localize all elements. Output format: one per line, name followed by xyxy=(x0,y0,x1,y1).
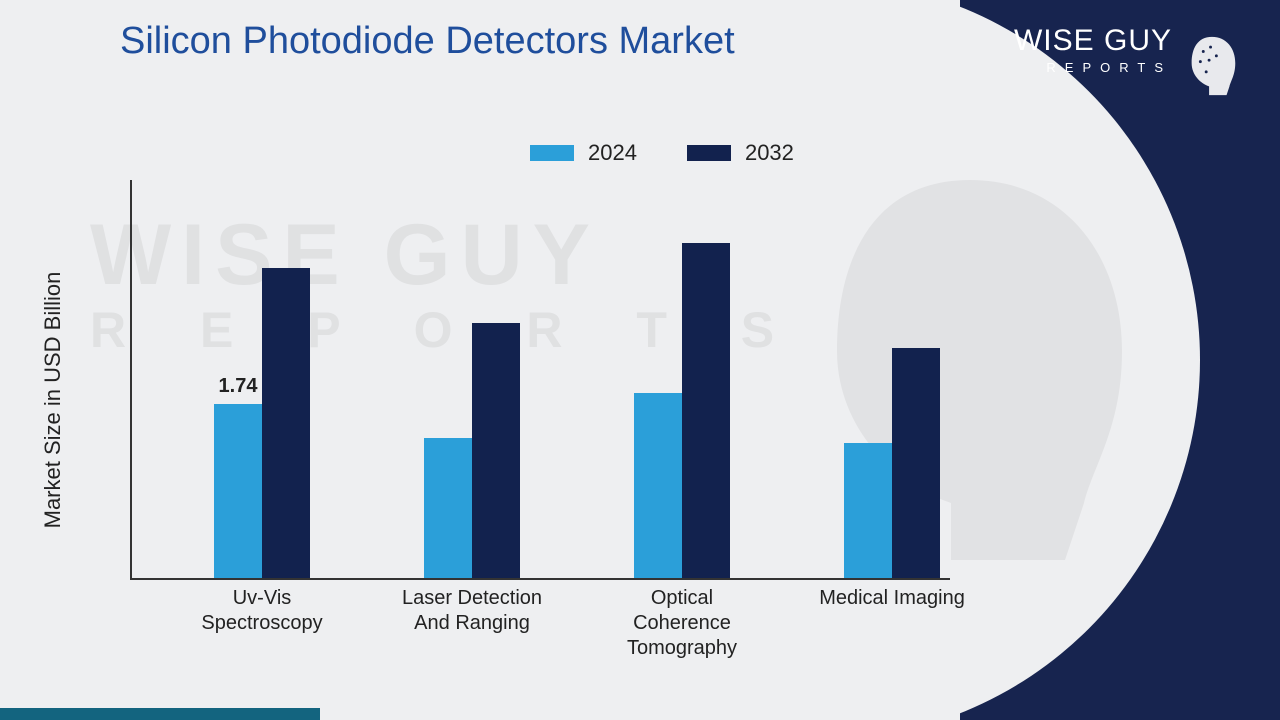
bar-group: Laser Detection And Ranging xyxy=(402,323,542,578)
y-axis-label: Market Size in USD Billion xyxy=(40,272,66,529)
legend-swatch-2024 xyxy=(530,145,574,161)
brand-line2: REPORTS xyxy=(1014,60,1172,75)
legend-label-2032: 2032 xyxy=(745,140,794,166)
plot-area: Uv-Vis Spectroscopy1.74 Laser Detection A… xyxy=(130,180,950,580)
legend-item-2032: 2032 xyxy=(687,140,794,166)
brand-line1: WISE GUY xyxy=(1014,24,1172,58)
bar-2032 xyxy=(682,243,730,578)
category-label: Medical Imaging xyxy=(812,586,972,611)
bar-2024 xyxy=(634,393,682,578)
chart-canvas: WISE GUY REPORTS Silicon Photodiode Dete… xyxy=(0,0,1280,720)
legend: 2024 2032 xyxy=(530,140,794,166)
bar-group: Medical Imaging xyxy=(822,348,962,578)
category-label: Laser Detection And Ranging xyxy=(392,586,552,636)
bar-2032 xyxy=(472,323,520,578)
category-label: Optical Coherence Tomography xyxy=(602,586,762,661)
category-label: Uv-Vis Spectroscopy xyxy=(182,586,342,636)
brand-panel xyxy=(960,0,1280,720)
bar-value-label: 1.74 xyxy=(219,375,258,398)
bar-2032 xyxy=(892,348,940,578)
chart-area: Market Size in USD Billion 2024 2032 Uv-… xyxy=(70,150,970,650)
legend-label-2024: 2024 xyxy=(588,140,637,166)
bar-group: Uv-Vis Spectroscopy xyxy=(192,268,332,578)
bottom-accent-bar xyxy=(0,708,320,720)
chart-title: Silicon Photodiode Detectors Market xyxy=(120,20,735,63)
bar-group: Optical Coherence Tomography xyxy=(612,243,752,578)
bar-2032 xyxy=(262,268,310,578)
legend-item-2024: 2024 xyxy=(530,140,637,166)
bar-2024 xyxy=(214,404,262,578)
legend-swatch-2032 xyxy=(687,145,731,161)
brand-logo: WISE GUY REPORTS xyxy=(1014,24,1244,75)
bar-2024 xyxy=(424,438,472,578)
bar-2024 xyxy=(844,443,892,578)
